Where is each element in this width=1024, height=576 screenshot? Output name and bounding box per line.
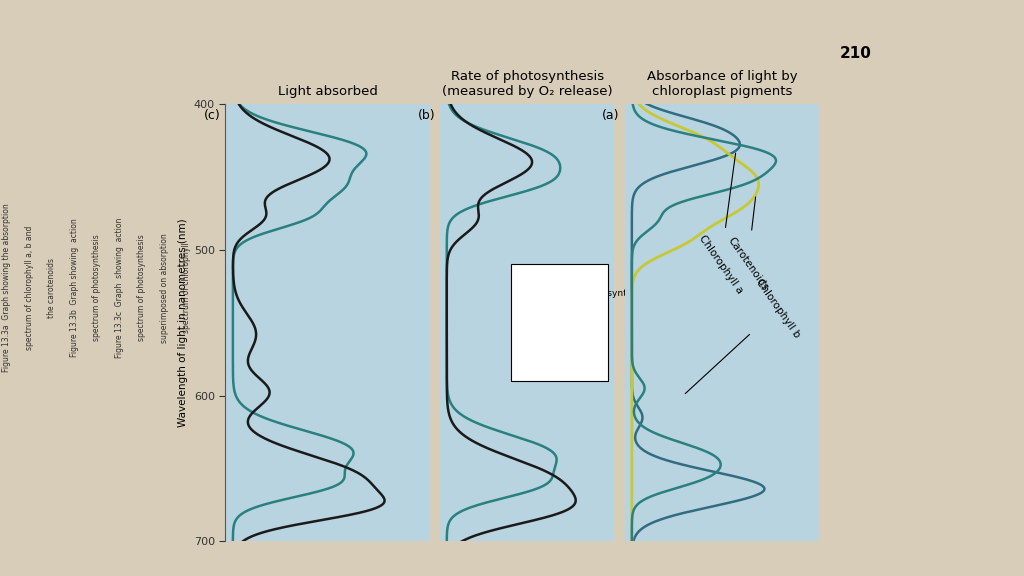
Text: spectrum of chlorophyll: spectrum of chlorophyll [182,242,191,334]
Text: Absorption: Absorption [546,347,595,356]
Text: spectrum of photosynthesis: spectrum of photosynthesis [92,234,101,342]
Text: Chlorophyll b: Chlorophyll b [685,277,802,393]
Text: superimposed on absorption: superimposed on absorption [160,233,169,343]
Text: Figure 13.3b  Graph showing  action: Figure 13.3b Graph showing action [70,219,79,357]
Text: Figure 13.3a  Graph showing the absorption: Figure 13.3a Graph showing the absorptio… [2,204,11,372]
Text: Figure 13.3c  Graph  showing  action: Figure 13.3c Graph showing action [115,218,124,358]
Text: spectrum of chlorophyll a, b and: spectrum of chlorophyll a, b and [25,226,34,350]
Text: Chlorophyll a: Chlorophyll a [696,153,744,295]
Text: 210: 210 [840,46,871,61]
Text: Light absorbed: Light absorbed [278,85,378,98]
Text: Absorbance of light by
chloroplast pigments: Absorbance of light by chloroplast pigme… [646,70,798,98]
Text: (b): (b) [418,109,435,123]
Text: (a): (a) [602,109,620,123]
Text: (c): (c) [204,109,220,123]
Text: Rate of photosynthesis: Rate of photosynthesis [546,289,650,298]
Text: spectrum of photosynthesis: spectrum of photosynthesis [137,234,146,342]
Y-axis label: Wavelength of light in nanometres (nm): Wavelength of light in nanometres (nm) [178,218,188,427]
Bar [511,264,608,381]
Text: Rate of photosynthesis
(measured by O₂ release): Rate of photosynthesis (measured by O₂ r… [442,70,612,98]
Text: Carotenoids: Carotenoids [726,197,770,293]
Text: the carotenoids: the carotenoids [47,258,56,318]
